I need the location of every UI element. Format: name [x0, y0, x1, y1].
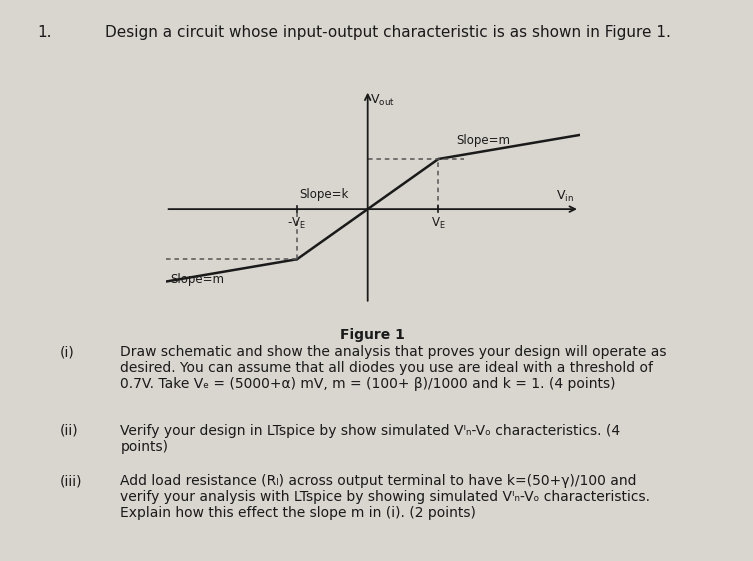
- Text: -V$_\mathrm{E}$: -V$_\mathrm{E}$: [288, 217, 306, 231]
- Text: Design a circuit whose input-output characteristic is as shown in Figure 1.: Design a circuit whose input-output char…: [105, 25, 671, 40]
- Text: Slope=k: Slope=k: [300, 188, 349, 201]
- Text: V$_\mathrm{in}$: V$_\mathrm{in}$: [556, 189, 574, 204]
- Text: Figure 1: Figure 1: [340, 328, 405, 342]
- Text: 1.: 1.: [38, 25, 52, 40]
- Text: Add load resistance (Rₗ) across output terminal to have k=(50+γ)/100 and
verify : Add load resistance (Rₗ) across output t…: [120, 474, 651, 521]
- Text: Draw schematic and show the analysis that proves your design will operate as
des: Draw schematic and show the analysis tha…: [120, 345, 667, 392]
- Text: V$_\mathrm{out}$: V$_\mathrm{out}$: [370, 93, 395, 108]
- Text: (i): (i): [60, 345, 75, 359]
- Text: Slope=m: Slope=m: [456, 134, 510, 148]
- Text: V$_\mathrm{E}$: V$_\mathrm{E}$: [431, 217, 446, 231]
- Text: (ii): (ii): [60, 424, 79, 438]
- Text: Slope=m: Slope=m: [171, 273, 224, 286]
- Text: (iii): (iii): [60, 474, 83, 488]
- Text: Verify your design in LTspice by show simulated Vᴵₙ-Vₒ characteristics. (4
point: Verify your design in LTspice by show si…: [120, 424, 620, 454]
